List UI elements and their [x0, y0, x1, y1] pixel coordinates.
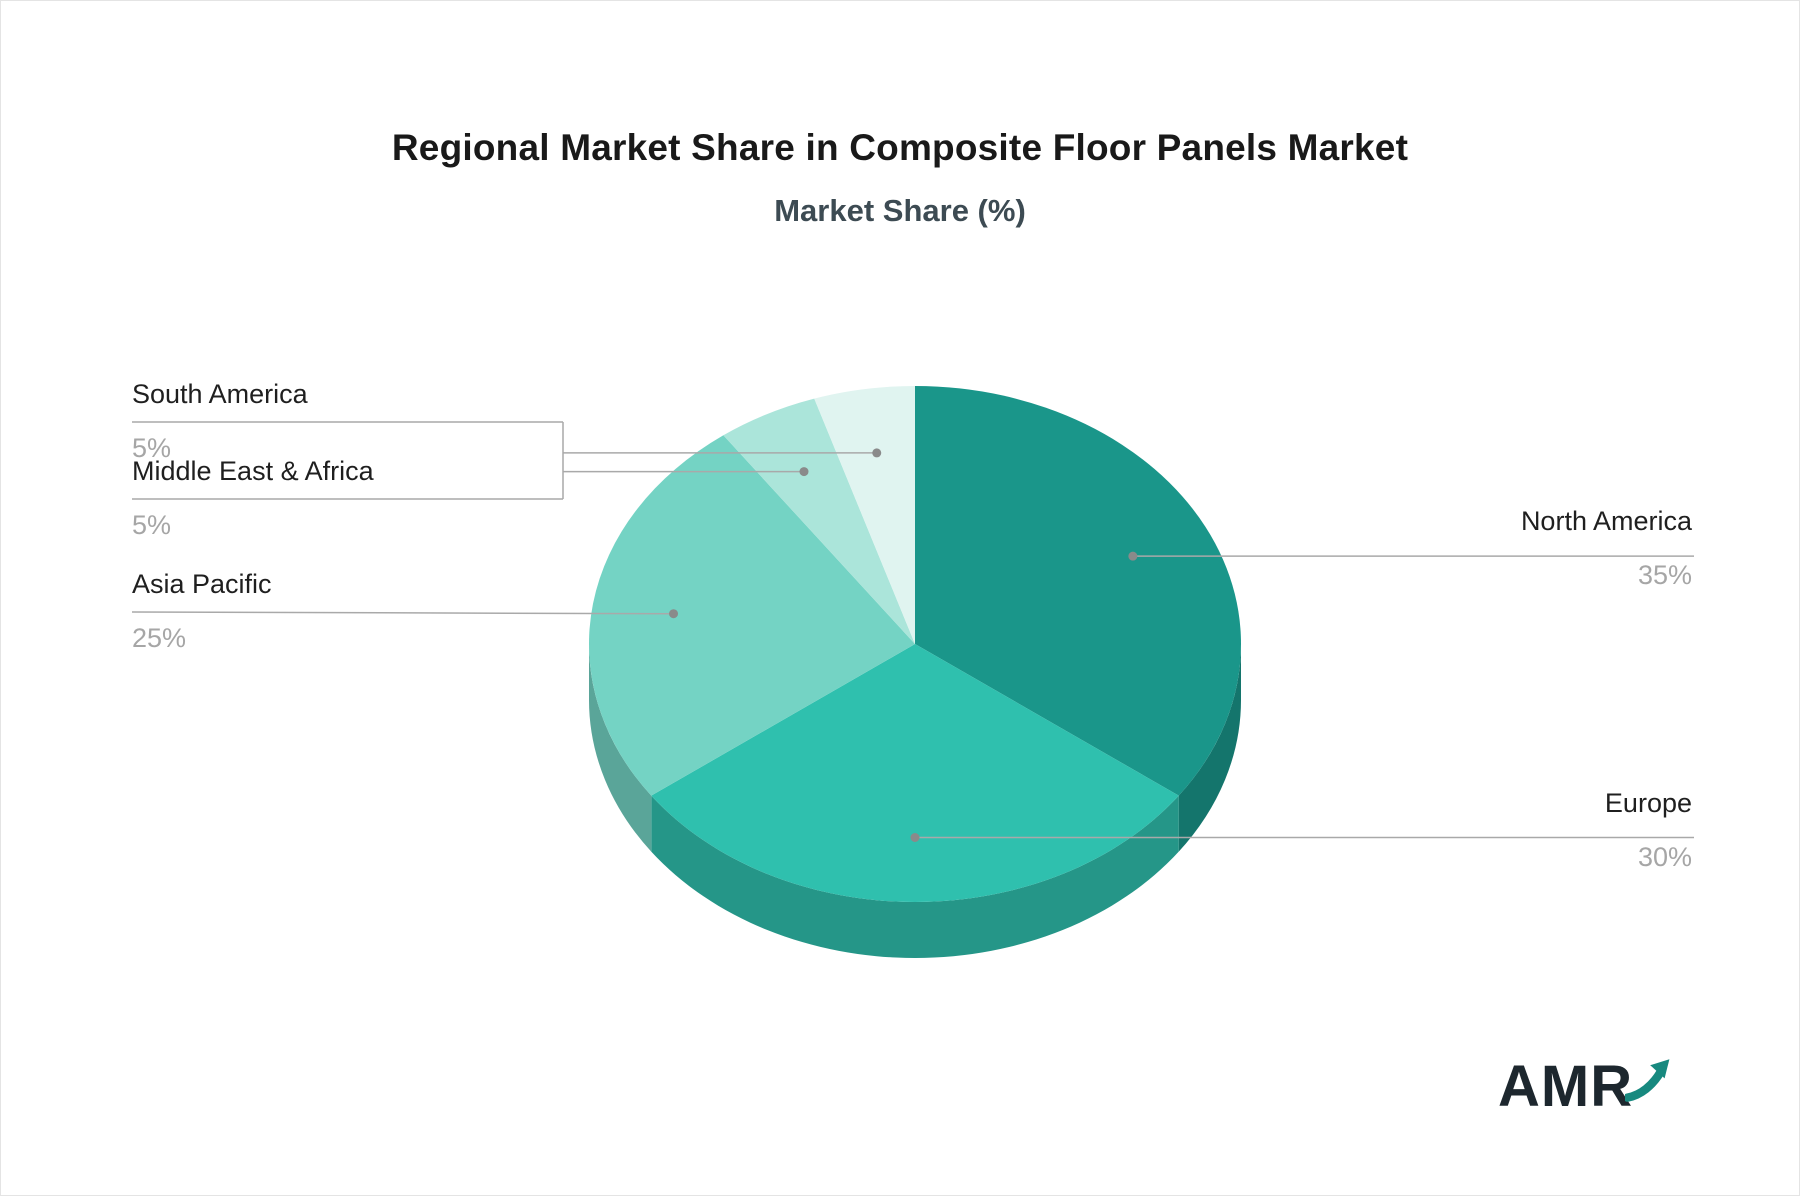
- label-south-america-value: 5%: [132, 433, 172, 463]
- label-middle-east-africa-value: 5%: [132, 510, 172, 540]
- leader-dot-asia-pacific: [669, 609, 679, 619]
- amr-logo: AMR: [1498, 1056, 1673, 1118]
- amr-logo-arrow-swoosh: [1625, 1067, 1666, 1102]
- label-south-america-name: South America: [132, 379, 308, 409]
- pie-slice-north-america: [915, 386, 1241, 796]
- pie-slice-south-america: [814, 386, 915, 644]
- label-south-america: South America 5%: [132, 379, 308, 463]
- pie-slice-middle-east-africa: [723, 398, 915, 644]
- pie-slice-asia-pacific: [589, 435, 915, 796]
- leader-dot-europe: [910, 833, 920, 842]
- amr-logo-arrow-head: [1650, 1059, 1670, 1079]
- label-europe-value: 30%: [1637, 842, 1692, 872]
- chart-title: Regional Market Share in Composite Floor…: [391, 127, 1409, 168]
- pie-slice-side-europe: [651, 795, 1179, 958]
- label-asia-pacific-name: Asia Pacific: [132, 569, 272, 599]
- amr-logo-text: AMR: [1498, 1054, 1634, 1119]
- amr-logo-arrow-icon: [1625, 1059, 1670, 1102]
- label-middle-east-africa-name: Middle East & Africa: [132, 456, 374, 486]
- leader-dot-middle-east-africa: [799, 467, 809, 477]
- chart-subtitle: Market Share (%): [774, 193, 1026, 228]
- pie-slice-side-north-america: [1178, 644, 1241, 852]
- leader-line-asia-pacific: [131, 611, 674, 615]
- label-europe-name: Europe: [1604, 788, 1692, 818]
- label-north-america-value: 35%: [1637, 560, 1692, 590]
- leader-dot-south-america: [872, 448, 882, 458]
- label-asia-pacific-value: 25%: [132, 623, 187, 653]
- label-europe: Europe 30%: [1605, 788, 1692, 872]
- label-middle-east-africa: Middle East & Africa 5%: [132, 456, 374, 540]
- pie-slice-side-asia-pacific: [589, 644, 652, 852]
- label-asia-pacific: Asia Pacific 25%: [132, 569, 272, 653]
- label-north-america-name: North America: [1520, 506, 1692, 536]
- label-north-america: North America 35%: [1521, 506, 1692, 590]
- leader-dot-north-america: [1128, 551, 1138, 561]
